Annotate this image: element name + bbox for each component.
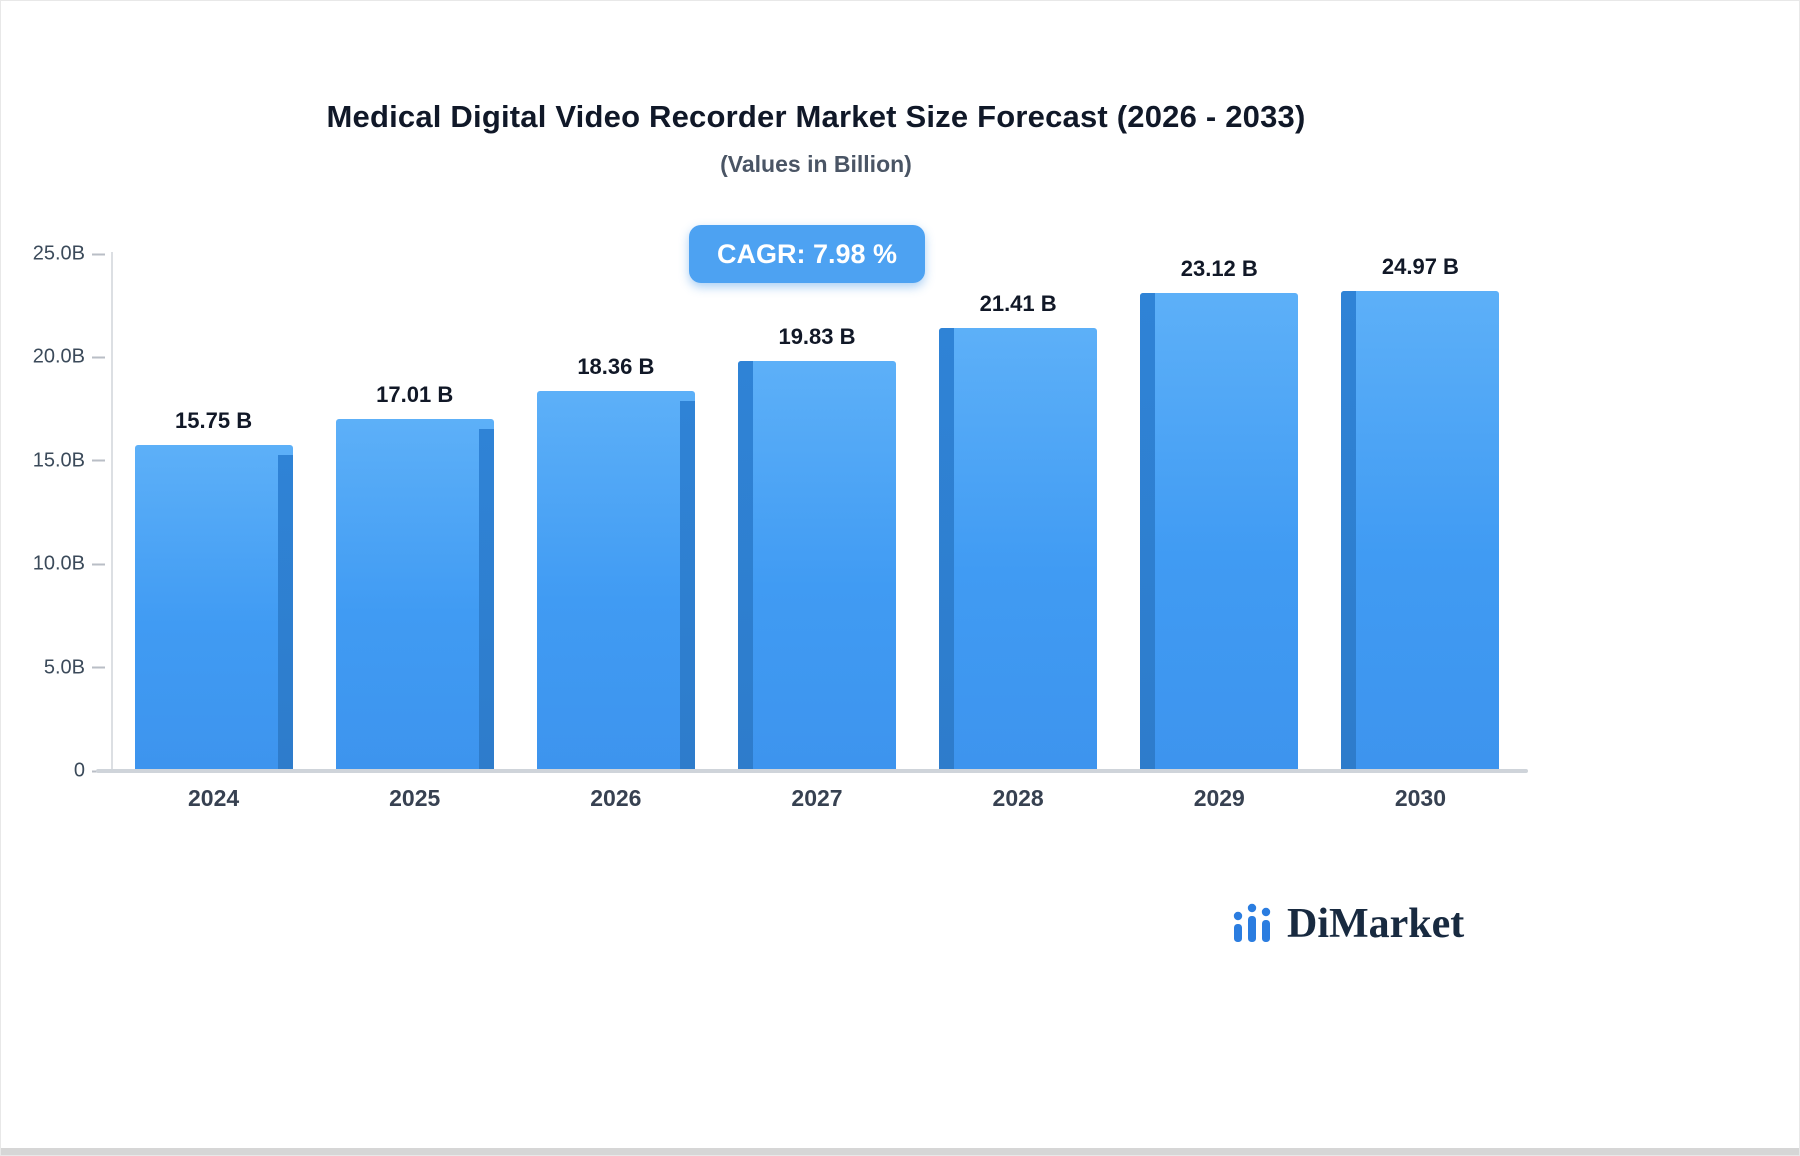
bar-side-shade bbox=[277, 455, 293, 771]
chart-title: Medical Digital Video Recorder Market Si… bbox=[326, 99, 1306, 134]
y-axis-tick: 0 bbox=[27, 760, 105, 783]
x-axis-line bbox=[96, 769, 1528, 773]
y-axis-tick: 10.0B bbox=[27, 553, 105, 576]
x-axis-label: 2030 bbox=[1394, 785, 1446, 811]
bar-value-label: 15.75 B bbox=[175, 408, 253, 434]
bar-value-label: 24.97 B bbox=[1381, 254, 1459, 279]
y-axis-tick-label: 25.0B bbox=[32, 242, 85, 265]
x-axis-label: 2029 bbox=[1193, 785, 1245, 811]
brand-logo: DiMarket bbox=[1229, 899, 1464, 945]
bar-2029[interactable] bbox=[1140, 292, 1299, 771]
cagr-label: CAGR: 7.98 % bbox=[716, 238, 898, 269]
x-axis-label: 2025 bbox=[389, 785, 441, 811]
y-axis-tick-mark bbox=[92, 356, 105, 359]
bar-value-label: 19.83 B bbox=[778, 323, 856, 349]
x-axis: 2024 2025 2026 2027 2028 2029 2030 bbox=[113, 785, 1521, 812]
y-axis-tick-label: 15.0B bbox=[32, 449, 85, 472]
bar-side-shade bbox=[679, 401, 695, 771]
bar-2026[interactable] bbox=[536, 391, 695, 771]
x-axis-label: 2028 bbox=[992, 785, 1044, 811]
chart-subtitle: (Values in Billion) bbox=[720, 151, 912, 177]
bar-group: 23.12 B bbox=[1119, 254, 1320, 771]
bar-value-label: 21.41 B bbox=[979, 291, 1057, 317]
y-axis-tick: 15.0B bbox=[27, 449, 105, 472]
cagr-badge: CAGR: 7.98 % bbox=[689, 225, 925, 283]
bar-side-shade bbox=[737, 360, 753, 771]
bottom-border bbox=[1, 1148, 1799, 1155]
bar-value-label: 23.12 B bbox=[1180, 255, 1258, 281]
y-axis-tick: 25.0B bbox=[27, 243, 105, 266]
x-axis-label: 2027 bbox=[791, 785, 843, 811]
x-axis-label: 2024 bbox=[187, 785, 240, 811]
bar-group: 24.97 B bbox=[1320, 254, 1521, 771]
bar-2030[interactable] bbox=[1341, 291, 1500, 771]
y-axis-tick-mark bbox=[92, 563, 105, 566]
y-axis-line bbox=[111, 252, 113, 771]
brand-name: DiMarket bbox=[1287, 901, 1465, 947]
bar-2024[interactable] bbox=[134, 445, 293, 771]
bar-value-label: 18.36 B bbox=[577, 354, 655, 380]
y-axis-tick-label: 5.0B bbox=[43, 656, 85, 679]
bar-side-shade bbox=[478, 429, 494, 771]
bar-group: 18.36 B bbox=[515, 254, 716, 771]
bar-side-shade bbox=[939, 328, 955, 771]
y-axis: 0 5.0B 10.0B 15.0B 20.0B 25.0B bbox=[1, 243, 105, 782]
y-axis-tick-label: 20.0B bbox=[32, 345, 85, 368]
bar-side-shade bbox=[1341, 291, 1357, 771]
y-axis-tick: 5.0B bbox=[27, 656, 105, 679]
y-axis-tick: 20.0B bbox=[27, 346, 105, 369]
y-axis-tick-mark bbox=[92, 253, 105, 255]
bar-2028[interactable] bbox=[939, 328, 1098, 771]
bar-side-shade bbox=[1140, 292, 1156, 771]
y-axis-tick-mark bbox=[92, 459, 105, 462]
bar-value-label: 17.01 B bbox=[376, 382, 454, 408]
bar-2025[interactable] bbox=[335, 419, 494, 771]
plot-area: 15.75 B 17.01 B 18.36 B 19.83 B 21.41 B 23.12… bbox=[113, 254, 1521, 771]
x-axis-label: 2026 bbox=[590, 785, 642, 811]
y-axis-tick-label: 0 bbox=[73, 759, 85, 782]
y-axis-tick-label: 10.0B bbox=[32, 552, 85, 575]
bar-group: 17.01 B bbox=[314, 254, 515, 771]
bar-group: 21.41 B bbox=[918, 254, 1119, 771]
bar-group: 19.83 B bbox=[716, 254, 917, 771]
bar-group: 15.75 B bbox=[113, 254, 314, 771]
chart-header: Medical Digital Video Recorder Market Si… bbox=[1, 1, 1631, 178]
bar-2027[interactable] bbox=[737, 360, 896, 771]
bar-dots-logo-icon bbox=[1233, 903, 1271, 942]
y-axis-tick-mark bbox=[92, 666, 105, 669]
